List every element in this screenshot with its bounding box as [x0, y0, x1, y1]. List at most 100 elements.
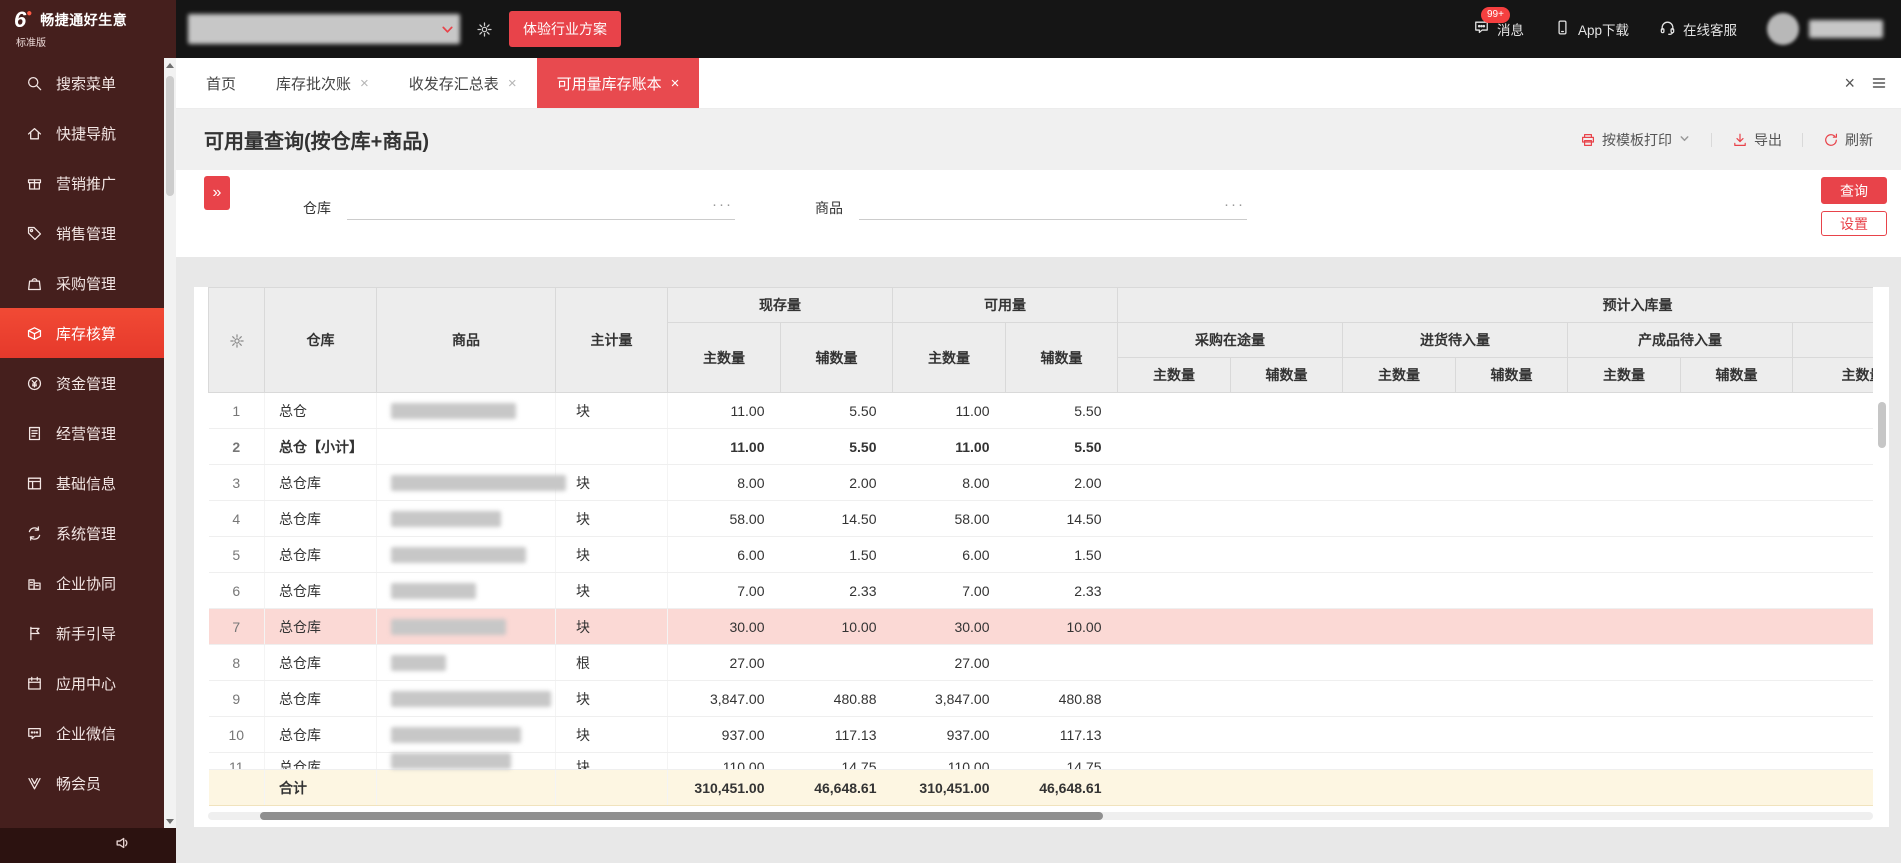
vip-icon — [26, 775, 43, 792]
sidebar-item-marketing[interactable]: 营销推广 — [0, 158, 164, 208]
tab-bar: 首页 库存批次账 × 收发存汇总表 × 可用量库存账本 × × — [176, 58, 1901, 109]
page-header: 可用量查询(按仓库+商品) 按模板打印 导出 刷新 — [176, 109, 1901, 170]
sidebar-item-member[interactable]: 畅会员 — [0, 758, 164, 808]
col-header-main-qty: 主数量 — [1567, 357, 1681, 393]
tab-close-icon[interactable]: × — [360, 74, 369, 92]
sidebar-menu: 搜索菜单 快捷导航 营销推广 销售管理 采购管理 库存核算 资金管理 经营管理 基础信息 系统管理… — [0, 58, 164, 808]
query-button[interactable]: 查询 — [1821, 177, 1887, 204]
scroll-up-icon[interactable] — [164, 58, 176, 72]
avatar — [1767, 13, 1799, 45]
scroll-down-icon[interactable] — [164, 814, 176, 828]
col-subgroup-finished-pending: 产成品待入量 — [1567, 322, 1793, 358]
search-icon — [26, 75, 43, 92]
close-all-tabs-icon[interactable]: × — [1844, 73, 1855, 93]
tab-2[interactable]: 收发存汇总表 × — [408, 74, 517, 93]
sidebar-item-quick-nav[interactable]: 快捷导航 — [0, 108, 164, 158]
chevron-down-icon[interactable] — [439, 21, 456, 38]
app-download-button[interactable]: App下载 — [1554, 19, 1629, 39]
chevron-down-icon[interactable] — [1678, 132, 1691, 148]
table-row[interactable]: 7 总仓库块 30.00 10.00 30.00 10.00 — [208, 608, 1873, 645]
col-header-aux-qty: 辅数量 — [1005, 322, 1118, 393]
tab-close-icon[interactable]: × — [670, 74, 680, 92]
redacted-product-name — [391, 655, 446, 672]
horizontal-scrollbar[interactable] — [208, 812, 1873, 820]
sidebar-item-search-menu[interactable]: 搜索菜单 — [0, 58, 164, 108]
table-row[interactable]: 9 总仓库块 3,847.00 480.88 3,847.00 480.88 — [208, 680, 1873, 717]
sidebar-item-sales[interactable]: 销售管理 — [0, 208, 164, 258]
sync-icon — [26, 525, 43, 542]
collapse-filter-button[interactable]: » — [204, 176, 230, 210]
printer-icon — [1581, 133, 1595, 146]
sidebar-item-funds[interactable]: 资金管理 — [0, 358, 164, 408]
table-row[interactable]: 1 总仓块 11.00 5.50 11.00 5.50 — [208, 392, 1873, 429]
redacted-product-name — [391, 727, 521, 744]
speaker-icon[interactable] — [114, 834, 132, 857]
page-title: 可用量查询(按仓库+商品) — [204, 131, 429, 153]
sidebar-item-inventory-accounting[interactable]: 库存核算 — [0, 308, 164, 358]
messages-button[interactable]: 99+ 消息 — [1473, 7, 1524, 39]
warehouse-input[interactable]: ··· — [347, 196, 735, 220]
online-support-button[interactable]: 在线客服 — [1659, 19, 1737, 39]
sidebar-scroll-thumb[interactable] — [166, 76, 174, 196]
tab-1[interactable]: 库存批次账 × — [276, 74, 369, 93]
redacted-product-name — [391, 691, 551, 708]
sidebar-item-base-info[interactable]: 基础信息 — [0, 458, 164, 508]
table-row[interactable]: 11 总仓库块 110.00 14.75 110.00 14.75 — [208, 752, 1873, 770]
print-by-template-button[interactable]: 按模板打印 — [1580, 130, 1691, 150]
account-selector[interactable] — [188, 14, 460, 44]
col-header-main-qty: 主数量 — [1117, 357, 1231, 393]
gear-icon[interactable] — [476, 21, 493, 38]
col-header-aux-qty: 辅数量 — [1680, 357, 1793, 393]
sidebar-item-collaboration[interactable]: 企业协同 — [0, 558, 164, 608]
vertical-scroll-thumb[interactable] — [1878, 402, 1886, 448]
warehouse-picker-icon[interactable]: ··· — [712, 196, 733, 213]
download-icon — [1734, 133, 1746, 146]
settings-button[interactable]: 设置 — [1821, 211, 1887, 236]
redacted-product-name — [391, 619, 506, 636]
tab-close-icon[interactable]: × — [507, 74, 517, 92]
refresh-button[interactable]: 刷新 — [1823, 130, 1873, 150]
col-group-available: 可用量 — [892, 287, 1118, 323]
sidebar-item-app-center[interactable]: 应用中心 — [0, 658, 164, 708]
vertical-scrollbar[interactable] — [1878, 289, 1886, 805]
table-row[interactable]: 10 总仓库块 937.00 117.13 937.00 117.13 — [208, 716, 1873, 753]
product-input[interactable]: ··· — [859, 196, 1247, 220]
user-account[interactable] — [1767, 13, 1883, 45]
flag-icon — [26, 625, 43, 642]
horizontal-scroll-thumb[interactable] — [260, 812, 1103, 820]
export-button[interactable]: 导出 — [1732, 130, 1782, 150]
box-icon — [26, 325, 43, 342]
messages-badge: 99+ — [1480, 7, 1510, 23]
calendar-icon — [26, 675, 43, 692]
sidebar: 6● 畅捷通好生意 标准版 搜索菜单 快捷导航 营销推广 销售管理 采购管理 库存核算 资金… — [0, 0, 176, 863]
col-header-aux-qty: 辅数量 — [1230, 357, 1343, 393]
sidebar-item-system[interactable]: 系统管理 — [0, 508, 164, 558]
sidebar-item-beginner-guide[interactable]: 新手引导 — [0, 608, 164, 658]
divider — [1711, 132, 1712, 147]
table-column-settings[interactable] — [208, 287, 265, 393]
table-viewport: 仓库 商品 主计量 现存量 可用量 预计入库量 主数量 辅数量 主数量 辅数量 采购在途量 进货待入量… — [208, 287, 1873, 806]
table-row[interactable]: 4 总仓库块 58.00 14.50 58.00 14.50 — [208, 500, 1873, 537]
building-icon — [26, 575, 43, 592]
table-panel: 仓库 商品 主计量 现存量 可用量 预计入库量 主数量 辅数量 主数量 辅数量 采购在途量 进货待入量… — [194, 287, 1889, 827]
col-header-warehouse: 仓库 — [264, 287, 377, 393]
redacted-product-name — [391, 547, 526, 564]
col-header-aux-qty: 辅数量 — [780, 322, 893, 393]
table-row[interactable]: 5 总仓库块 6.00 1.50 6.00 1.50 — [208, 536, 1873, 573]
tab-list-menu-icon[interactable] — [1871, 75, 1887, 91]
col-header-main-qty: 主数量 — [892, 322, 1006, 393]
table-row[interactable]: 6 总仓库块 7.00 2.33 7.00 2.33 — [208, 572, 1873, 609]
sidebar-item-operations[interactable]: 经营管理 — [0, 408, 164, 458]
product-picker-icon[interactable]: ··· — [1224, 196, 1245, 213]
tab-3[interactable]: 可用量库存账本 × — [536, 58, 700, 108]
experience-plan-button[interactable]: 体验行业方案 — [509, 11, 621, 47]
table-row[interactable]: 3 总仓库块 8.00 2.00 8.00 2.00 — [208, 464, 1873, 501]
col-subgroup-purchase-transit: 采购在途量 — [1117, 322, 1343, 358]
table-row[interactable]: 8 总仓库根 27.00 27.00 — [208, 644, 1873, 681]
sidebar-item-purchasing[interactable]: 采购管理 — [0, 258, 164, 308]
divider — [1802, 132, 1803, 147]
table-row[interactable]: 2 总仓【小计】 11.00 5.50 11.00 5.50 — [208, 428, 1873, 465]
sidebar-scrollbar[interactable] — [164, 58, 176, 828]
sidebar-item-wecom[interactable]: 企业微信 — [0, 708, 164, 758]
tab-0[interactable]: 首页 — [206, 75, 237, 93]
